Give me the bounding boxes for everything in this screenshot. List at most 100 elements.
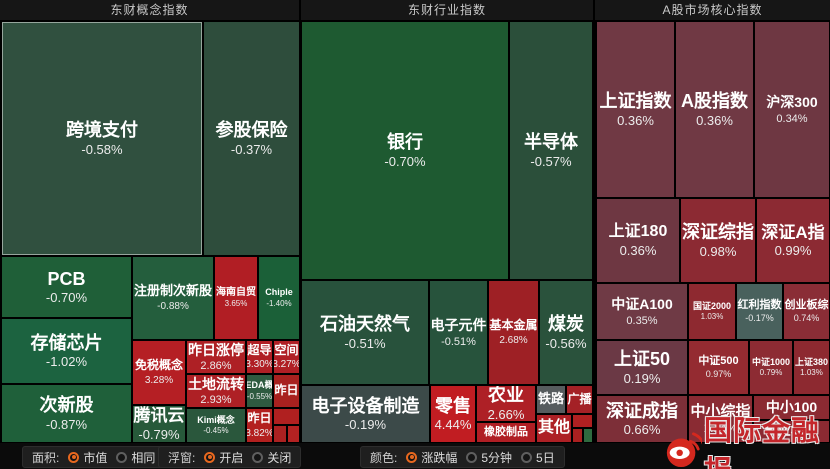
treemap-tile[interactable] — [573, 429, 582, 442]
radio-unselected-icon[interactable] — [252, 451, 264, 463]
treemap-tile[interactable]: 海南自贸 3.65% — [215, 257, 257, 339]
tile-label: 昨日 — [247, 411, 272, 426]
radio-selected-icon[interactable] — [68, 451, 80, 463]
treemap-tile[interactable]: 基本金属 2.68% — [489, 281, 538, 384]
tile-value: 2.86% — [200, 360, 232, 372]
treemap-tile[interactable]: 腾讯云 -0.79% — [133, 406, 185, 442]
treemap-tile[interactable]: 参股保险 -0.37% — [204, 22, 299, 255]
tile-label: 跨境支付 — [66, 120, 138, 140]
tile-label: 上证180 — [608, 223, 668, 241]
tile-label: 昨日 — [274, 383, 299, 398]
tile-value: 0.79% — [759, 368, 783, 378]
treemap-tile[interactable]: 创业板50 — [754, 421, 829, 442]
radio-option[interactable]: 相同 — [116, 449, 155, 466]
treemap-tile[interactable]: 上证180 0.36% — [597, 199, 679, 282]
tile-label: EDA概 — [247, 380, 272, 391]
tile-value: 0.97% — [705, 368, 732, 379]
treemap-tile[interactable]: A股指数 0.36% — [676, 22, 753, 197]
treemap-tile[interactable] — [573, 415, 592, 427]
treemap-tile[interactable]: 煤炭 -0.56% — [540, 281, 592, 384]
radio-selected-icon[interactable] — [204, 451, 216, 463]
treemap-tile[interactable]: 土地流转 2.93% — [187, 375, 245, 407]
treemap-tile[interactable]: 其他 — [537, 415, 571, 442]
radio-option[interactable]: 5分钟 — [466, 449, 512, 466]
treemap-tile[interactable]: PCB -0.70% — [2, 257, 131, 317]
radio-option[interactable]: 5日 — [521, 449, 555, 466]
treemap-tile[interactable]: 电子元件 -0.51% — [430, 281, 487, 384]
treemap-tile[interactable]: 深证综指 0.98% — [681, 199, 755, 282]
tile-label: 超导 — [247, 342, 272, 357]
treemap-tile[interactable] — [584, 429, 592, 442]
treemap-tile[interactable]: 中证A100 0.35% — [597, 284, 687, 339]
tile-value: 0.36% — [617, 112, 654, 128]
tile-label: 上证50 — [613, 349, 671, 369]
radio-unselected-icon[interactable] — [521, 451, 533, 463]
treemap-tile[interactable] — [274, 409, 299, 424]
tile-label: 中小100 — [765, 399, 818, 416]
treemap-tile[interactable]: 电子设备制造 -0.19% — [302, 386, 429, 442]
tile-label: 土地流转 — [188, 375, 244, 392]
tile-label: 海南自贸 — [216, 286, 256, 298]
treemap-tile[interactable]: EDA概 -0.55% — [247, 375, 272, 407]
treemap-tile[interactable]: 超导 3.30% — [247, 341, 272, 373]
treemap-tile[interactable]: 中证1000 0.79% — [750, 341, 792, 394]
treemap-tile[interactable] — [274, 426, 286, 442]
toolbar-group: 面积: 市值 相同 — [22, 446, 166, 468]
treemap-tile[interactable]: Kimi概念 -0.45% — [187, 409, 245, 442]
treemap-tile[interactable]: 注册制次新股 -0.88% — [133, 257, 213, 339]
treemap-tile[interactable]: 零售 4.44% — [431, 386, 475, 442]
tile-label: 深证成指 — [606, 400, 678, 421]
treemap-tile[interactable]: 铁路 — [537, 386, 565, 413]
radio-selected-icon[interactable] — [406, 451, 418, 463]
radio-option[interactable]: 市值 — [68, 449, 107, 466]
tile-label: 创业板50 — [764, 423, 819, 439]
treemap-tile[interactable]: 存储芯片 -1.02% — [2, 319, 131, 383]
treemap-tile[interactable]: 昨日 — [274, 375, 299, 407]
treemap-tile[interactable]: 深证A指 0.99% — [757, 199, 829, 282]
tile-label: 零售 — [435, 395, 471, 416]
tile-value: -0.57% — [530, 153, 572, 169]
treemap-tile[interactable]: 中小100 — [754, 396, 829, 419]
radio-option[interactable]: 关闭 — [252, 449, 291, 466]
tile-value: -1.40% — [266, 298, 292, 308]
tile-label: 免税概念 — [134, 358, 183, 373]
treemap-tile[interactable]: 昨日涨停 2.86% — [187, 341, 245, 373]
treemap-tile[interactable]: 空间 3.27% — [274, 341, 299, 373]
radio-unselected-icon[interactable] — [466, 451, 478, 463]
treemap-tile[interactable]: 国证2000 1.03% — [689, 284, 735, 339]
radio-unselected-icon[interactable] — [116, 451, 128, 463]
treemap-tile[interactable]: 农业 2.66% — [477, 386, 535, 421]
treemap-tile[interactable]: 上证50 0.19% — [597, 341, 687, 394]
treemap-tile[interactable]: 上证380 1.03% — [794, 341, 829, 394]
radio-option[interactable]: 开启 — [204, 449, 243, 466]
tile-label: 铁路 — [537, 391, 564, 407]
treemap-tile[interactable]: 广播 — [567, 386, 592, 413]
radio-option[interactable]: 涨跌幅 — [406, 449, 457, 466]
tile-label: PCB — [47, 268, 86, 289]
treemap-tile[interactable]: 次新股 -0.87% — [2, 385, 131, 442]
treemap-tile[interactable]: 红利指数 -0.17% — [737, 284, 782, 339]
treemap-tile[interactable]: 银行 -0.70% — [302, 22, 508, 279]
tile-label: 注册制次新股 — [133, 283, 212, 299]
tile-label: 广播 — [567, 391, 592, 406]
treemap-tile[interactable]: 半导体 -0.57% — [510, 22, 592, 279]
tile-value: -0.17% — [745, 312, 774, 323]
treemap-tile[interactable]: 石油天然气 -0.51% — [302, 281, 428, 384]
tile-value: 0.74% — [793, 312, 820, 323]
treemap-tile[interactable]: 创业板综 0.74% — [784, 284, 829, 339]
tile-label: 橡胶制品 — [484, 426, 528, 439]
treemap-tile[interactable]: 深证成指 0.66% — [597, 396, 687, 442]
treemap-tile[interactable]: 沪深300 0.34% — [755, 22, 829, 197]
treemap-tile[interactable]: 中小综指 1.14% — [689, 396, 752, 442]
treemap-tile[interactable]: Chiple -1.40% — [259, 257, 299, 339]
treemap-tile[interactable]: 昨日 3.82% — [247, 409, 272, 442]
tile-label: 腾讯云 — [133, 406, 185, 426]
treemap-tile[interactable]: 免税概念 3.28% — [133, 341, 185, 404]
tile-label: 深证A指 — [761, 222, 825, 242]
tile-value: 4.44% — [434, 417, 472, 433]
treemap-tile[interactable] — [288, 426, 299, 442]
treemap-tile[interactable]: 跨境支付 -0.58% — [2, 22, 202, 255]
treemap-tile[interactable]: 上证指数 0.36% — [597, 22, 674, 197]
treemap-tile[interactable]: 橡胶制品 — [477, 423, 535, 442]
treemap-tile[interactable]: 中证500 0.97% — [689, 341, 748, 394]
